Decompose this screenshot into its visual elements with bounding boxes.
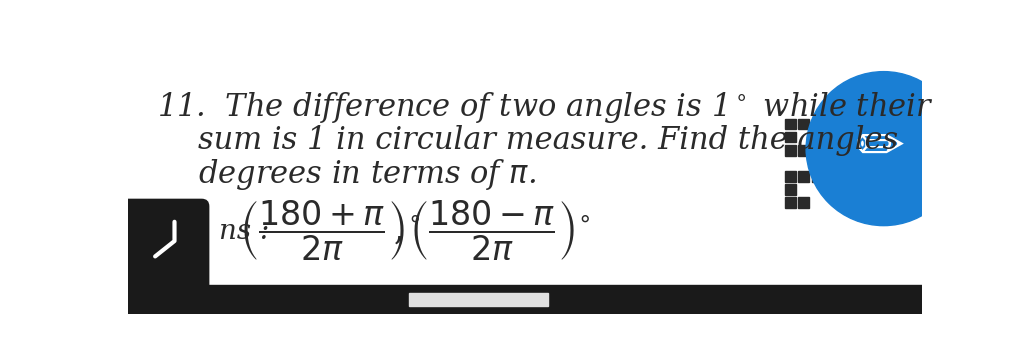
Bar	[851, 197, 862, 208]
Bar	[864, 132, 876, 143]
Bar	[128, 285, 922, 314]
Bar	[838, 184, 849, 195]
Bar	[785, 197, 796, 208]
Bar	[799, 171, 809, 182]
Bar	[799, 119, 809, 129]
Bar	[785, 145, 796, 156]
Bar	[799, 145, 809, 156]
Bar	[409, 293, 548, 306]
Text: ✏: ✏	[855, 120, 904, 177]
Bar	[785, 171, 796, 182]
Bar	[838, 171, 849, 182]
Bar	[812, 132, 822, 143]
Bar	[864, 184, 876, 195]
Bar	[864, 197, 876, 208]
Text: ,: ,	[394, 215, 404, 247]
Bar	[799, 197, 809, 208]
FancyBboxPatch shape	[113, 199, 209, 299]
Text: ns :: ns :	[219, 217, 270, 245]
Bar	[812, 171, 822, 182]
Bar	[812, 119, 822, 129]
Bar	[864, 145, 876, 156]
Text: sum is 1 in circular measure. Find the angles: sum is 1 in circular measure. Find the a…	[198, 125, 898, 156]
Bar	[785, 119, 796, 129]
Bar	[785, 184, 796, 195]
Bar	[851, 145, 862, 156]
Bar	[838, 119, 849, 129]
Circle shape	[806, 72, 962, 226]
Text: $\left(\dfrac{180+\pi}{2\pi}\right)^{\circ}$: $\left(\dfrac{180+\pi}{2\pi}\right)^{\ci…	[239, 199, 420, 263]
Bar	[838, 132, 849, 143]
Text: 11.  The difference of two angles is 1$^\circ$ while their: 11. The difference of two angles is 1$^\…	[158, 90, 934, 125]
Bar	[838, 145, 849, 156]
Bar	[851, 184, 862, 195]
Text: $\left(\dfrac{180-\pi}{2\pi}\right)^{\circ}$: $\left(\dfrac{180-\pi}{2\pi}\right)^{\ci…	[410, 199, 591, 263]
Bar	[864, 171, 876, 182]
Bar	[785, 132, 796, 143]
Bar	[864, 119, 876, 129]
Bar	[812, 145, 822, 156]
Bar	[851, 119, 862, 129]
Text: degrees in terms of $\pi$.: degrees in terms of $\pi$.	[198, 156, 536, 192]
